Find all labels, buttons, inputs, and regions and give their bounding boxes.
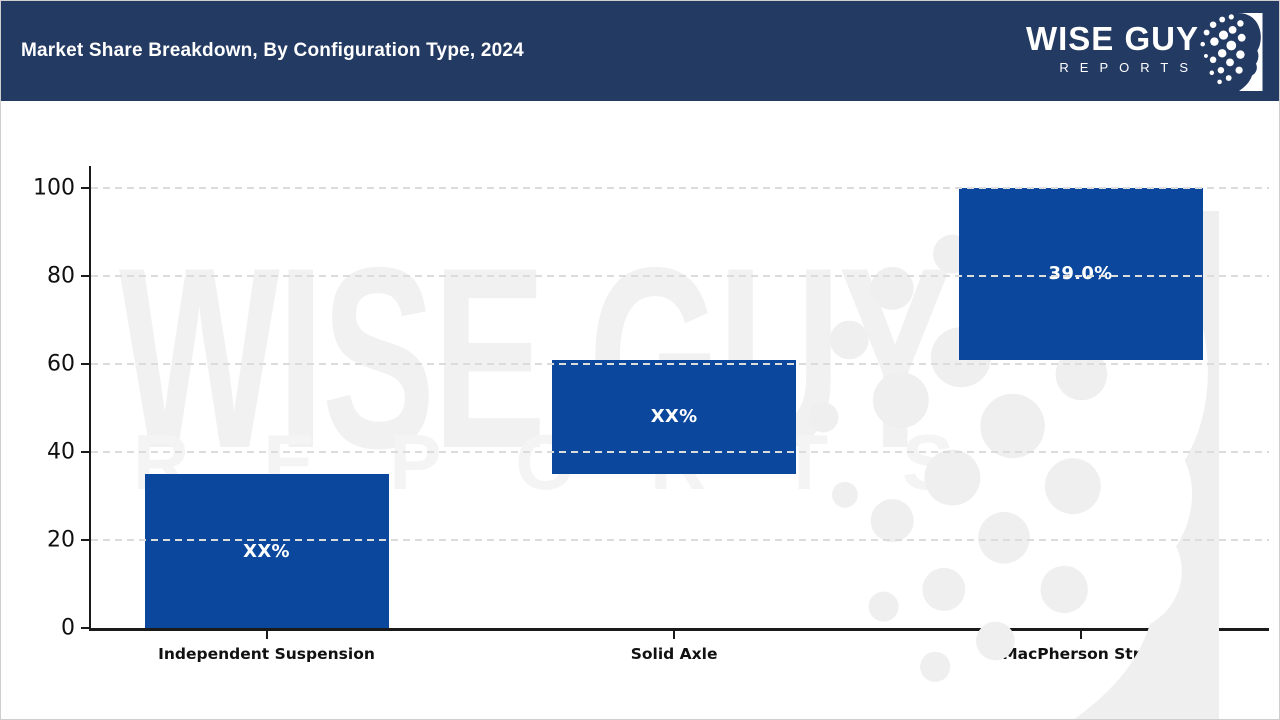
- y-axis-label: 20: [47, 527, 75, 553]
- y-axis-tick: [81, 451, 89, 453]
- logo-subtitle: REPORTS: [1059, 60, 1199, 75]
- wise-guy-logo: WISE GUY REPORTS: [1001, 9, 1271, 95]
- bar-value-label: XX%: [650, 406, 698, 428]
- gridline-y80: [91, 275, 1269, 277]
- logo-name: WISE GUY: [1025, 20, 1199, 57]
- plot-area: 0 20 40 60 80 100 XX% Independent Suspension XX%…: [33, 166, 1269, 663]
- x-axis-label-1: Independent Suspension: [158, 645, 375, 663]
- x-axis-tick: [673, 631, 676, 639]
- gridline-y40: [91, 451, 1269, 453]
- y-axis-label: 40: [47, 439, 75, 465]
- chart-area: WISE GUY REPORTS 020406080100XX%Independ…: [1, 101, 1279, 719]
- watermark-wordmark: WISE GUY: [119, 213, 952, 502]
- logo-face-icon: [1191, 13, 1269, 91]
- y-axis-label: 60: [47, 351, 75, 377]
- bar-macpherson-strut: 39.0%: [958, 188, 1203, 360]
- y-axis-tick: [81, 363, 89, 365]
- x-axis-label-2: Solid Axle: [630, 645, 718, 663]
- page-title: Market Share Breakdown, By Configuration…: [21, 40, 524, 61]
- bar-value-label: 39.0%: [1048, 263, 1113, 285]
- y-axis-label: 0: [61, 615, 75, 641]
- y-axis-label: 80: [47, 263, 75, 289]
- gridline-y60: [91, 363, 1269, 365]
- y-axis-tick: [81, 275, 89, 277]
- y-axis-tick: [81, 539, 89, 541]
- bar-value-label: XX%: [243, 540, 290, 562]
- y-axis-tick: [81, 627, 89, 629]
- gridline-y100: [91, 187, 1269, 189]
- header-bar: Market Share Breakdown, By Configuration…: [1, 1, 1279, 101]
- bar-independent-suspension: XX%: [144, 474, 389, 628]
- bar-solid-axle: XX%: [552, 359, 797, 474]
- x-axis-tick: [1079, 631, 1082, 639]
- y-axis-label: 100: [33, 175, 75, 201]
- x-axis-tick: [265, 631, 268, 639]
- gridline-y20: [91, 539, 1269, 541]
- y-axis-tick: [81, 187, 89, 189]
- logo-text: WISE GUY REPORTS: [1025, 20, 1199, 76]
- x-axis-label-3: MacPherson Strut: [1002, 645, 1159, 663]
